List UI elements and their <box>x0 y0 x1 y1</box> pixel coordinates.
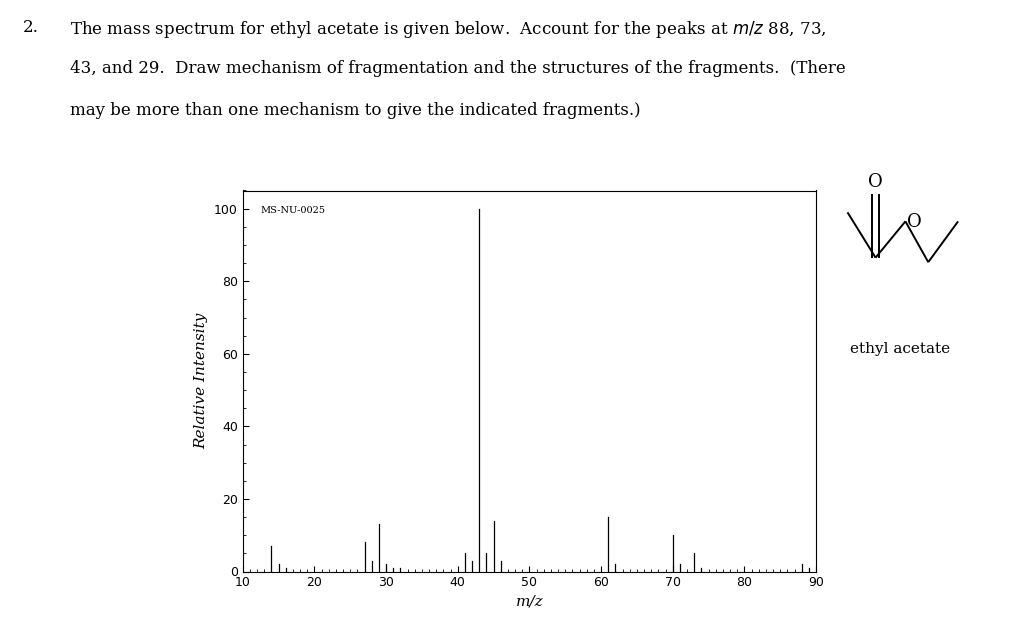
Text: The mass spectrum for ethyl acetate is given below.  Account for the peaks at $m: The mass spectrum for ethyl acetate is g… <box>70 19 826 40</box>
Text: 43, and 29.  Draw mechanism of fragmentation and the structures of the fragments: 43, and 29. Draw mechanism of fragmentat… <box>70 60 846 77</box>
Text: MS-NU-0025: MS-NU-0025 <box>260 206 325 215</box>
Text: may be more than one mechanism to give the indicated fragments.): may be more than one mechanism to give t… <box>70 102 640 119</box>
Text: O: O <box>907 213 921 232</box>
Text: 2.: 2. <box>23 19 38 36</box>
Text: O: O <box>868 173 883 190</box>
X-axis label: m/z: m/z <box>515 595 543 609</box>
Y-axis label: Relative Intensity: Relative Intensity <box>194 313 209 449</box>
Text: ethyl acetate: ethyl acetate <box>850 342 950 356</box>
